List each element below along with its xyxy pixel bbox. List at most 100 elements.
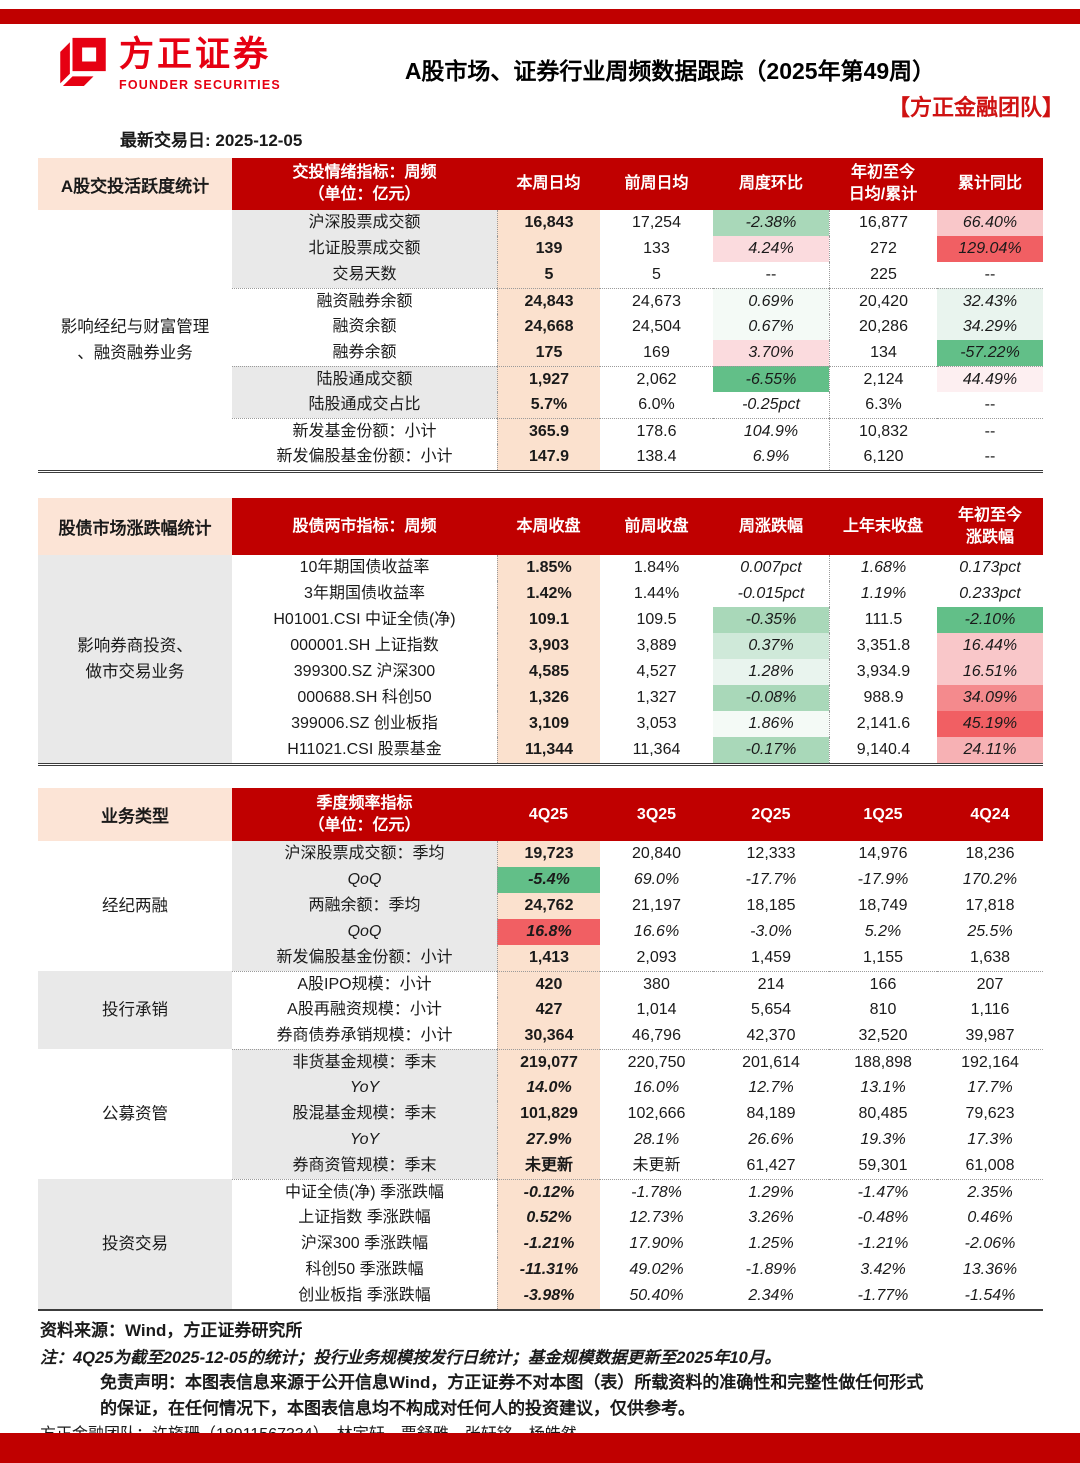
bottom-red-bar — [0, 1433, 1080, 1463]
row-label: 券商债券承销规模：小计 — [232, 1023, 497, 1049]
data-cell: 134 — [829, 340, 937, 366]
data-cell: 3,053 — [636, 715, 677, 732]
row-label: QoQ — [232, 867, 497, 893]
data-cell: 0.67% — [713, 314, 829, 340]
row-label: 陆股通成交占比 — [232, 392, 497, 418]
table-row: 非货基金规模：季末 219,077 220,750 201,614 188,898 192… — [232, 1049, 1043, 1075]
data-cell: 24,673 — [600, 288, 713, 314]
data-cell: 34.09% — [937, 685, 1043, 711]
founder-cube-icon — [55, 34, 111, 101]
row-label: 399006.SZ 创业板指 — [232, 711, 497, 737]
data-cell: 16,877 — [829, 210, 937, 236]
table-row: 沪深300 季涨跌幅 -1.21% 17.90% 1.25% -1.21% -2.06% — [232, 1231, 1043, 1257]
data-cell: 4,527 — [636, 663, 677, 680]
founder-logo: 方正证券 FOUNDER SECURITIES — [55, 34, 281, 101]
data-cell: -1.78% — [600, 1179, 713, 1205]
data-cell: 49.02% — [629, 1261, 684, 1278]
row-label: 两融余额：季均 — [232, 893, 497, 919]
data-cell: 61,427 — [746, 1157, 796, 1174]
data-cell: 80,485 — [858, 1105, 908, 1122]
data-cell: -3.98% — [497, 1283, 600, 1309]
table-rows: 沪深股票成交额：季均 19,723 20,840 12,333 14,976 18,236… — [232, 841, 1043, 1309]
table-header-row: 季度频率指标 （单位：亿元） 4Q25 3Q25 2Q25 1Q25 4Q24 — [232, 788, 1043, 841]
row-label: 沪深300 季涨跌幅 — [232, 1231, 497, 1257]
data-cell: 111.5 — [829, 607, 937, 633]
row-label: 非货基金规模：季末 — [232, 1049, 497, 1075]
data-cell: 0.46% — [967, 1209, 1013, 1226]
row-label: YoY — [232, 1127, 497, 1153]
data-cell: 1.25% — [748, 1235, 794, 1252]
data-cell: 4.24% — [713, 236, 829, 262]
data-cell: 166 — [829, 971, 937, 997]
data-cell: 5.7% — [497, 392, 600, 418]
data-cell: 未更新 — [632, 1157, 681, 1174]
data-cell: -6.55% — [713, 366, 829, 392]
data-cell: -1.54% — [964, 1287, 1016, 1304]
data-cell: 109.1 — [497, 607, 600, 633]
data-cell: 20,286 — [829, 314, 937, 340]
column-header: 股债两市指标：周频 — [292, 517, 437, 535]
data-cell: 69.0% — [633, 871, 680, 888]
column-header: 前周收盘 — [624, 517, 689, 535]
column-header: 周涨跌幅 — [738, 517, 803, 535]
data-cell: 18,185 — [746, 897, 796, 914]
data-cell: 1,927 — [497, 366, 600, 392]
data-cell: 365.9 — [497, 418, 600, 444]
table-row: 新发基金份额：小计 365.9 178.6 104.9% 10,832 -- — [232, 418, 1043, 444]
row-label: 交易天数 — [232, 262, 497, 288]
table-quarterly-business: 业务类型 季度频率指标 （单位：亿元） 4Q25 3Q25 2Q25 1Q25 4Q24 经纪… — [38, 788, 1043, 1311]
table-row: 沪深股票成交额 16,843 17,254 -2.38% 16,877 66.40% — [232, 210, 1043, 236]
data-cell: 5 — [652, 266, 661, 283]
data-cell: 1,155 — [862, 949, 904, 966]
data-cell: 32,520 — [858, 1027, 908, 1044]
table-row: 000001.SH 上证指数 3,903 3,889 0.37% 3,351.8 16.4… — [232, 633, 1043, 659]
row-label: 创业板指 季涨跌幅 — [232, 1283, 497, 1309]
data-cell: 84,189 — [746, 1105, 796, 1122]
data-cell: 14,976 — [858, 845, 908, 862]
row-label: 陆股通成交额 — [232, 366, 497, 392]
table-row: 399006.SZ 创业板指 3,109 3,053 1.86% 2,141.6 45.1… — [232, 711, 1043, 737]
column-header: 本周日均 — [516, 175, 581, 193]
team-badge: 【方正金融团队】 — [887, 95, 1064, 120]
data-cell: 2,124 — [829, 366, 937, 392]
data-cell: 272 — [829, 236, 937, 262]
column-header: 累计同比 — [957, 175, 1022, 193]
data-cell: 61,008 — [965, 1157, 1015, 1174]
row-label: 中证全债(净) 季涨跌幅 — [232, 1179, 497, 1205]
data-cell: 5 — [497, 262, 600, 288]
table-a-share-activity: A股交投活跃度统计 交投情绪指标：周频 （单位：亿元） 本周日均 前周日均 周度环比 年初… — [38, 158, 1043, 473]
data-cell: -5.4% — [497, 867, 600, 893]
data-cell: 1,638 — [969, 949, 1011, 966]
data-cell: 16.8% — [497, 919, 600, 945]
column-header: 1Q25 — [863, 805, 903, 823]
data-cell: 420 — [497, 971, 600, 997]
data-cell: 17.3% — [967, 1131, 1013, 1148]
column-header: 交投情绪指标：周频 （单位：亿元） — [292, 164, 437, 203]
row-label: 新发偏股基金份额：小计 — [232, 945, 497, 971]
data-cell: 3,889 — [636, 637, 677, 654]
column-header: 本周收盘 — [516, 517, 581, 535]
data-cell: -57.22% — [937, 340, 1043, 366]
data-cell: 19,723 — [497, 841, 600, 867]
data-cell: 988.9 — [829, 685, 937, 711]
data-cell: 380 — [600, 971, 713, 997]
column-header: 3Q25 — [636, 805, 677, 823]
table-header-row: 交投情绪指标：周频 （单位：亿元） 本周日均 前周日均 周度环比 年初至今 日均/累计 累… — [232, 158, 1043, 210]
row-label: A股IPO规模：小计 — [232, 971, 497, 997]
disclaimer-text: 免责声明：本图表信息来源于公开信息Wind，方正证券不对本图（表）所载资料的准确… — [100, 1373, 924, 1419]
data-cell: -0.17% — [713, 737, 829, 763]
row-label: 10年期国债收益率 — [232, 555, 497, 581]
data-cell: 1,413 — [497, 945, 600, 971]
column-header: 前周日均 — [624, 175, 689, 193]
data-source-line: 资料来源：Wind，方正证券研究所 — [40, 1321, 303, 1340]
data-cell: 169 — [643, 344, 670, 361]
data-cell: -1.47% — [829, 1179, 937, 1205]
data-cell: 12.73% — [629, 1209, 684, 1226]
row-label: 上证指数 季涨跌幅 — [232, 1205, 497, 1231]
data-cell: 2.34% — [748, 1287, 794, 1304]
table-row: 中证全债(净) 季涨跌幅 -0.12% -1.78% 1.29% -1.47% 2.35% — [232, 1179, 1043, 1205]
data-cell: 16,843 — [497, 210, 600, 236]
row-label: H11021.CSI 股票基金 — [232, 737, 497, 763]
data-cell: 0.173pct — [959, 559, 1021, 576]
